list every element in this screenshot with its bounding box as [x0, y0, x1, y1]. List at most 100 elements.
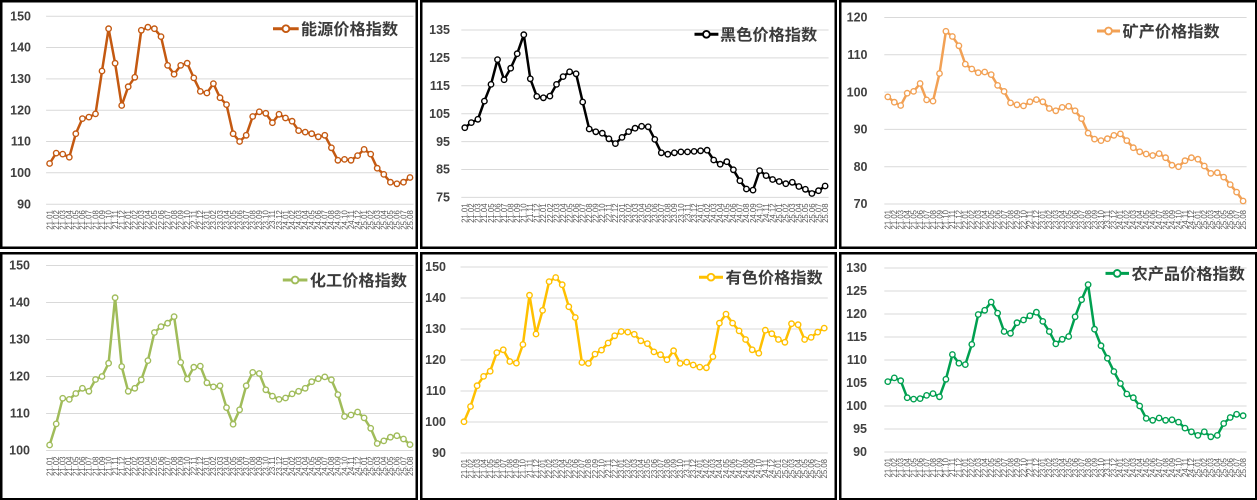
svg-text:21.06: 21.06	[78, 210, 87, 230]
svg-text:25.08: 25.08	[1238, 210, 1247, 230]
svg-text:25.05: 25.05	[386, 455, 395, 475]
svg-text:21.04: 21.04	[65, 210, 74, 230]
svg-text:25.01: 25.01	[774, 459, 783, 479]
svg-text:22.01: 22.01	[961, 210, 970, 230]
svg-text:24.04: 24.04	[301, 210, 310, 230]
svg-text:23.06: 23.06	[649, 459, 658, 479]
svg-text:25.05: 25.05	[801, 203, 810, 223]
svg-text:22.03: 22.03	[552, 203, 561, 223]
svg-text:90: 90	[432, 446, 446, 460]
svg-text:21.09: 21.09	[935, 458, 944, 478]
svg-text:21.04: 21.04	[903, 209, 912, 229]
svg-text:25.02: 25.02	[781, 203, 790, 223]
svg-text:21.05: 21.05	[909, 209, 918, 229]
svg-text:23.08: 23.08	[663, 203, 672, 223]
svg-text:21.01: 21.01	[883, 458, 892, 478]
svg-text:23.05: 23.05	[1064, 457, 1073, 477]
svg-text:21.06: 21.06	[493, 203, 502, 223]
svg-text:25.08: 25.08	[820, 459, 829, 479]
svg-text:23.06: 23.06	[650, 203, 659, 223]
svg-text:22.11: 22.11	[1025, 210, 1034, 229]
svg-text:25.05: 25.05	[1219, 457, 1228, 477]
svg-text:22.05: 22.05	[987, 209, 996, 229]
svg-text:21.01: 21.01	[459, 459, 468, 479]
svg-text:24.05: 24.05	[721, 458, 730, 478]
svg-text:24.06: 24.06	[1148, 458, 1157, 478]
svg-text:150: 150	[425, 260, 446, 274]
svg-text:21.12: 21.12	[954, 458, 963, 478]
svg-text:23.08: 23.08	[249, 456, 258, 476]
svg-text:23.08: 23.08	[662, 459, 671, 479]
svg-text:24.12: 24.12	[1187, 458, 1196, 478]
svg-text:25.06: 25.06	[806, 459, 815, 479]
svg-text:24.11: 24.11	[347, 456, 356, 475]
svg-text:24.02: 24.02	[288, 456, 297, 476]
svg-text:21.02: 21.02	[52, 210, 61, 230]
svg-text:23.08: 23.08	[1083, 458, 1092, 478]
svg-text:22.09: 22.09	[590, 459, 599, 479]
svg-text:24.08: 24.08	[327, 210, 336, 230]
svg-text:21.10: 21.10	[518, 458, 527, 478]
svg-text:22.10: 22.10	[598, 203, 607, 223]
svg-text:21.11: 21.11	[526, 203, 535, 222]
svg-text:24.06: 24.06	[1148, 210, 1157, 230]
svg-text:23.02: 23.02	[209, 456, 218, 476]
svg-text:23.03: 23.03	[216, 210, 225, 230]
svg-text:21.12: 21.12	[532, 203, 541, 223]
svg-text:21.11: 21.11	[111, 456, 120, 475]
svg-text:110: 110	[847, 48, 867, 62]
svg-text:21.02: 21.02	[52, 456, 61, 476]
svg-text:24.05: 24.05	[1142, 209, 1151, 229]
svg-text:24.09: 24.09	[334, 210, 343, 230]
svg-text:24.08: 24.08	[741, 459, 750, 479]
svg-text:25.04: 25.04	[1213, 457, 1222, 477]
svg-text:22.09: 22.09	[177, 210, 186, 230]
svg-text:125: 125	[429, 51, 450, 65]
svg-text:22.08: 22.08	[170, 210, 179, 230]
svg-text:21.11: 21.11	[948, 458, 957, 477]
svg-text:24.01: 24.01	[1116, 210, 1125, 230]
svg-text:22.11: 22.11	[190, 456, 199, 475]
svg-text:23.11: 23.11	[268, 456, 277, 475]
svg-text:23.10: 23.10	[676, 203, 685, 223]
svg-text:24.03: 24.03	[1129, 210, 1138, 230]
svg-text:22.11: 22.11	[1025, 458, 1034, 477]
svg-text:23.10: 23.10	[262, 210, 271, 230]
svg-text:110: 110	[10, 406, 30, 420]
svg-text:150: 150	[9, 258, 30, 272]
svg-text:22.05: 22.05	[987, 457, 996, 477]
svg-text:24.12: 24.12	[353, 210, 362, 230]
svg-text:24.08: 24.08	[742, 203, 751, 223]
svg-text:25.01: 25.01	[360, 456, 369, 476]
svg-text:140: 140	[10, 41, 31, 55]
svg-text:21.04: 21.04	[903, 457, 912, 477]
svg-text:21.04: 21.04	[480, 203, 489, 223]
svg-text:24.04: 24.04	[1135, 209, 1144, 229]
svg-text:22.08: 22.08	[585, 203, 594, 223]
svg-text:24.11: 24.11	[1180, 458, 1189, 477]
svg-text:21.03: 21.03	[59, 210, 68, 230]
svg-text:120: 120	[425, 353, 446, 367]
svg-text:24.03: 24.03	[294, 456, 303, 476]
svg-text:25.05: 25.05	[800, 458, 809, 478]
svg-text:22.03: 22.03	[137, 456, 146, 476]
svg-text:100: 100	[846, 399, 867, 413]
svg-text:24.12: 24.12	[1187, 210, 1196, 230]
svg-text:23.09: 23.09	[670, 203, 679, 223]
svg-text:23.12: 23.12	[275, 456, 284, 476]
svg-text:21.09: 21.09	[98, 456, 107, 476]
svg-text:110: 110	[846, 353, 866, 367]
svg-text:25.03: 25.03	[373, 456, 382, 476]
svg-text:130: 130	[425, 322, 446, 336]
svg-text:100: 100	[425, 415, 446, 429]
svg-text:25.08: 25.08	[1238, 458, 1247, 478]
svg-text:105: 105	[846, 376, 867, 390]
svg-text:22.07: 22.07	[999, 458, 1008, 478]
svg-text:70: 70	[853, 197, 867, 211]
svg-text:21.03: 21.03	[473, 203, 482, 223]
svg-text:23.01: 23.01	[203, 210, 212, 230]
svg-text:21.05: 21.05	[486, 203, 495, 223]
svg-text:23.02: 23.02	[623, 459, 632, 479]
svg-text:23.11: 23.11	[1103, 458, 1112, 477]
svg-text:22.11: 22.11	[604, 203, 613, 222]
